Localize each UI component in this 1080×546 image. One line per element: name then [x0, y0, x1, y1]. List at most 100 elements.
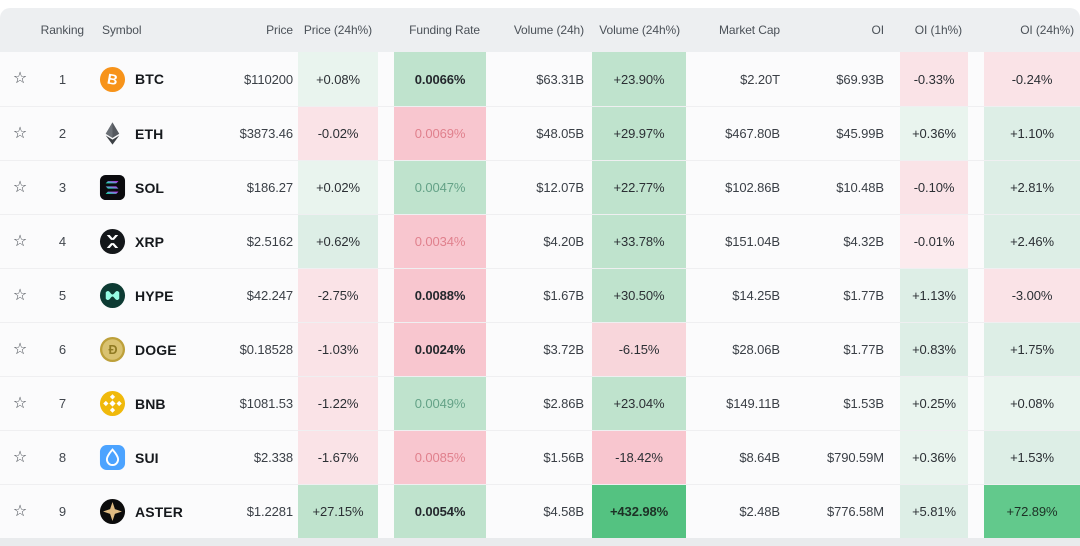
table-row: ☆ 7 BNB $1081.53 -1.22% 0.0049% $2.86B +23.04% $…	[0, 376, 1080, 430]
symbol-cell[interactable]: Ð DOGE	[85, 323, 213, 376]
oi-24h-pct-cell: +72.89%	[984, 485, 1080, 538]
favorite-star-button[interactable]: ☆	[0, 52, 40, 106]
hype-coin-icon	[99, 282, 126, 309]
volume-24h-pct-cell: +30.50%	[592, 269, 686, 322]
funding-rate-cell: 0.0085%	[394, 431, 486, 484]
star-icon: ☆	[12, 178, 28, 196]
header-symbol[interactable]: Symbol	[102, 23, 142, 37]
column-gap	[378, 8, 394, 52]
volume-24h-cell: $1.67B	[543, 288, 584, 303]
price-cell: $3873.46	[239, 126, 294, 141]
favorite-star-button[interactable]: ☆	[0, 377, 40, 430]
bnb-coin-icon	[99, 390, 126, 417]
table-row: ☆ 6 Ð DOGE $0.18528 -1.03% 0.0024% $3.72B -6.15%…	[0, 322, 1080, 376]
table-body: ☆ 1 B BTC $110200 +0.08% 0.0066% $63.31B +23.90%…	[0, 52, 1080, 538]
oi-cell: $69.93B	[836, 71, 884, 87]
favorite-star-button[interactable]: ☆	[0, 323, 40, 376]
symbol-cell[interactable]: ASTER	[85, 485, 213, 538]
favorite-star-button[interactable]: ☆	[0, 215, 40, 268]
volume-24h-pct-cell: -18.42%	[592, 431, 686, 484]
ranking-cell: 8	[58, 450, 67, 465]
symbol-cell[interactable]: SUI	[85, 431, 213, 484]
star-icon: ☆	[12, 70, 28, 87]
svg-text:Ð: Ð	[108, 343, 117, 357]
header-volume-24h-pct[interactable]: Volume (24h%)	[599, 23, 680, 37]
symbol-label: HYPE	[135, 287, 174, 304]
svg-text:B: B	[106, 71, 119, 89]
symbol-cell[interactable]: SOL	[85, 161, 213, 214]
favorite-star-button[interactable]: ☆	[0, 161, 40, 214]
volume-24h-pct-cell: +432.98%	[592, 485, 686, 538]
column-gap	[892, 161, 900, 214]
footer-strip	[0, 538, 1080, 546]
favorite-star-button[interactable]: ☆	[0, 431, 40, 484]
table-row: ☆ 5 HYPE $42.247 -2.75% 0.0088% $1.67B +30.50% $…	[0, 268, 1080, 322]
oi-cell: $1.77B	[843, 288, 884, 303]
price-cell: $110200	[244, 71, 293, 87]
volume-24h-cell: $48.05B	[536, 126, 584, 141]
volume-24h-pct-cell: +29.97%	[592, 107, 686, 160]
favorite-star-button[interactable]: ☆	[0, 485, 40, 538]
symbol-cell[interactable]: HYPE	[85, 269, 213, 322]
symbol-cell[interactable]: ETH	[85, 107, 213, 160]
header-volume-24h[interactable]: Volume (24h)	[513, 23, 584, 37]
price-cell: $2.338	[253, 450, 293, 465]
volume-24h-cell: $2.86B	[543, 396, 584, 411]
favorite-star-button[interactable]: ☆	[0, 269, 40, 322]
symbol-cell[interactable]: XRP	[85, 215, 213, 268]
column-gap	[968, 485, 984, 538]
price-cell: $42.247	[246, 288, 293, 303]
column-gap	[892, 269, 900, 322]
header-market-cap[interactable]: Market Cap	[718, 23, 780, 37]
xrp-coin-icon	[99, 228, 126, 255]
column-gap	[968, 431, 984, 484]
market-cap-cell: $102.86B	[725, 180, 780, 195]
column-gap	[378, 485, 394, 538]
oi-24h-pct-cell: +1.75%	[984, 323, 1080, 376]
header-oi-24h-pct[interactable]: OI (24h%)	[1020, 23, 1074, 37]
column-gap	[968, 215, 984, 268]
oi-cell: $1.53B	[843, 396, 884, 411]
header-price[interactable]: Price	[266, 23, 293, 37]
price-24h-pct-cell: +0.02%	[298, 161, 378, 214]
column-gap	[892, 52, 900, 106]
header-ranking[interactable]: Ranking	[40, 23, 84, 37]
price-24h-pct-cell: +0.08%	[298, 52, 378, 106]
header-oi[interactable]: OI	[871, 23, 885, 37]
price-cell: $1.2281	[246, 504, 293, 519]
column-gap	[892, 107, 900, 160]
price-24h-pct-cell: -1.67%	[298, 431, 378, 484]
oi-24h-pct-cell: +2.46%	[984, 215, 1080, 268]
symbol-label: DOGE	[135, 341, 177, 358]
oi-1h-pct-cell: +1.13%	[900, 269, 968, 322]
market-cap-cell: $14.25B	[732, 288, 780, 303]
market-cap-cell: $2.48B	[739, 504, 780, 519]
ranking-cell: 9	[58, 504, 67, 519]
volume-24h-cell: $12.07B	[536, 180, 584, 195]
oi-cell: $776.58M	[826, 504, 884, 519]
star-icon: ☆	[12, 124, 28, 142]
price-cell: $1081.53	[239, 396, 294, 411]
market-cap-cell: $28.06B	[732, 342, 780, 357]
funding-rate-cell: 0.0066%	[394, 52, 486, 106]
column-gap	[892, 377, 900, 430]
symbol-cell[interactable]: B BTC	[85, 52, 213, 106]
column-gap	[892, 215, 900, 268]
column-gap	[968, 8, 984, 52]
market-cap-cell: $149.11B	[726, 396, 780, 411]
ranking-cell: 1	[58, 71, 67, 87]
header-price-24h-pct[interactable]: Price (24h%)	[303, 23, 372, 37]
column-gap	[378, 107, 394, 160]
table-row: ☆ 3 SOL $186.27 +0.02% 0.0047% $12.07B +22.77% $…	[0, 160, 1080, 214]
header-funding-rate[interactable]: Funding Rate	[409, 23, 480, 37]
funding-rate-cell: 0.0049%	[394, 377, 486, 430]
funding-rate-cell: 0.0069%	[394, 107, 486, 160]
column-gap	[378, 161, 394, 214]
symbol-cell[interactable]: BNB	[85, 377, 213, 430]
volume-24h-cell: $3.72B	[543, 342, 584, 357]
star-icon: ☆	[12, 448, 28, 466]
symbol-label: BTC	[135, 71, 165, 87]
favorite-star-button[interactable]: ☆	[0, 107, 40, 160]
column-gap	[378, 323, 394, 376]
header-oi-1h-pct[interactable]: OI (1h%)	[914, 23, 962, 37]
